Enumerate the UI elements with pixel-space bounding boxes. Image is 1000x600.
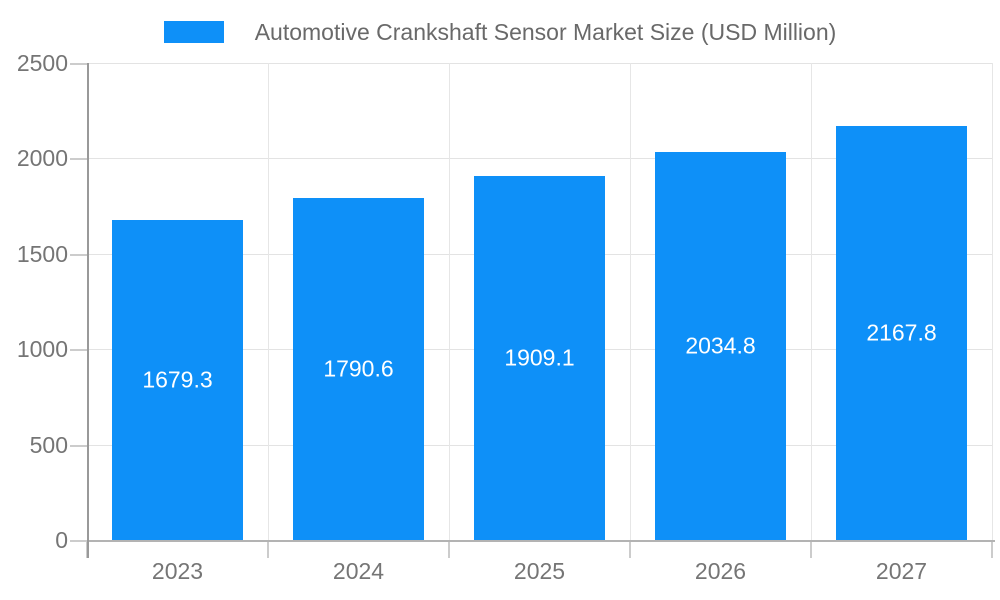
y-axis-line [87,63,89,558]
y-axis-tick-2500 [70,63,87,65]
x-axis-label-2023: 2023 [151,558,204,584]
bar-value-label-2023: 1679.3 [142,366,213,393]
y-axis-label-500: 500 [29,431,68,458]
x-axis-tick-4 [810,540,812,558]
y-axis-tick-2000 [70,158,87,161]
y-axis-label-1500: 1500 [16,240,68,267]
y-axis-tick-0 [70,540,87,542]
bar-2025[interactable]: 1909.1 [474,175,605,540]
x-axis-tick-3 [629,540,631,558]
y-axis-label-2000: 2000 [16,145,68,172]
gridline-x-3 [630,63,631,540]
x-axis-tick-2 [448,540,450,558]
y-axis-label-1000: 1000 [16,336,68,363]
x-axis-tick-1 [267,540,269,558]
gridline-x-4 [811,63,812,540]
gridline-x-5 [992,63,993,540]
gridline-y-2500 [87,63,992,64]
bar-value-label-2027: 2167.8 [866,319,937,346]
gridline-x-2 [449,63,450,540]
y-axis-label-2500: 2500 [16,50,68,76]
bar-2027[interactable]: 2167.8 [836,126,967,540]
chart-legend[interactable]: Automotive Crankshaft Sensor Market Size… [0,19,1000,45]
bar-value-label-2025: 1909.1 [504,344,575,371]
legend-label: Automotive Crankshaft Sensor Market Size… [254,19,837,45]
bar-2026[interactable]: 2034.8 [655,151,786,540]
x-axis-tick-5 [991,540,993,558]
legend-swatch-icon [163,21,224,43]
x-axis-label-2025: 2025 [513,558,566,584]
y-axis-label-0: 0 [55,527,68,553]
gridline-y-2000 [87,158,992,160]
x-axis-line [87,540,995,542]
gridline-x-1 [268,63,269,540]
x-axis-label-2027: 2027 [875,558,928,584]
bar-2024[interactable]: 1790.6 [293,198,424,540]
y-axis-tick-500 [70,444,87,447]
x-axis-label-2024: 2024 [332,558,385,584]
bar-value-label-2024: 1790.6 [323,355,394,382]
y-axis-tick-1500 [70,253,87,256]
bar-2023[interactable]: 1679.3 [112,219,243,540]
y-axis-tick-1000 [70,349,87,352]
bar-value-label-2026: 2034.8 [685,332,756,359]
x-axis-label-2026: 2026 [694,558,747,584]
